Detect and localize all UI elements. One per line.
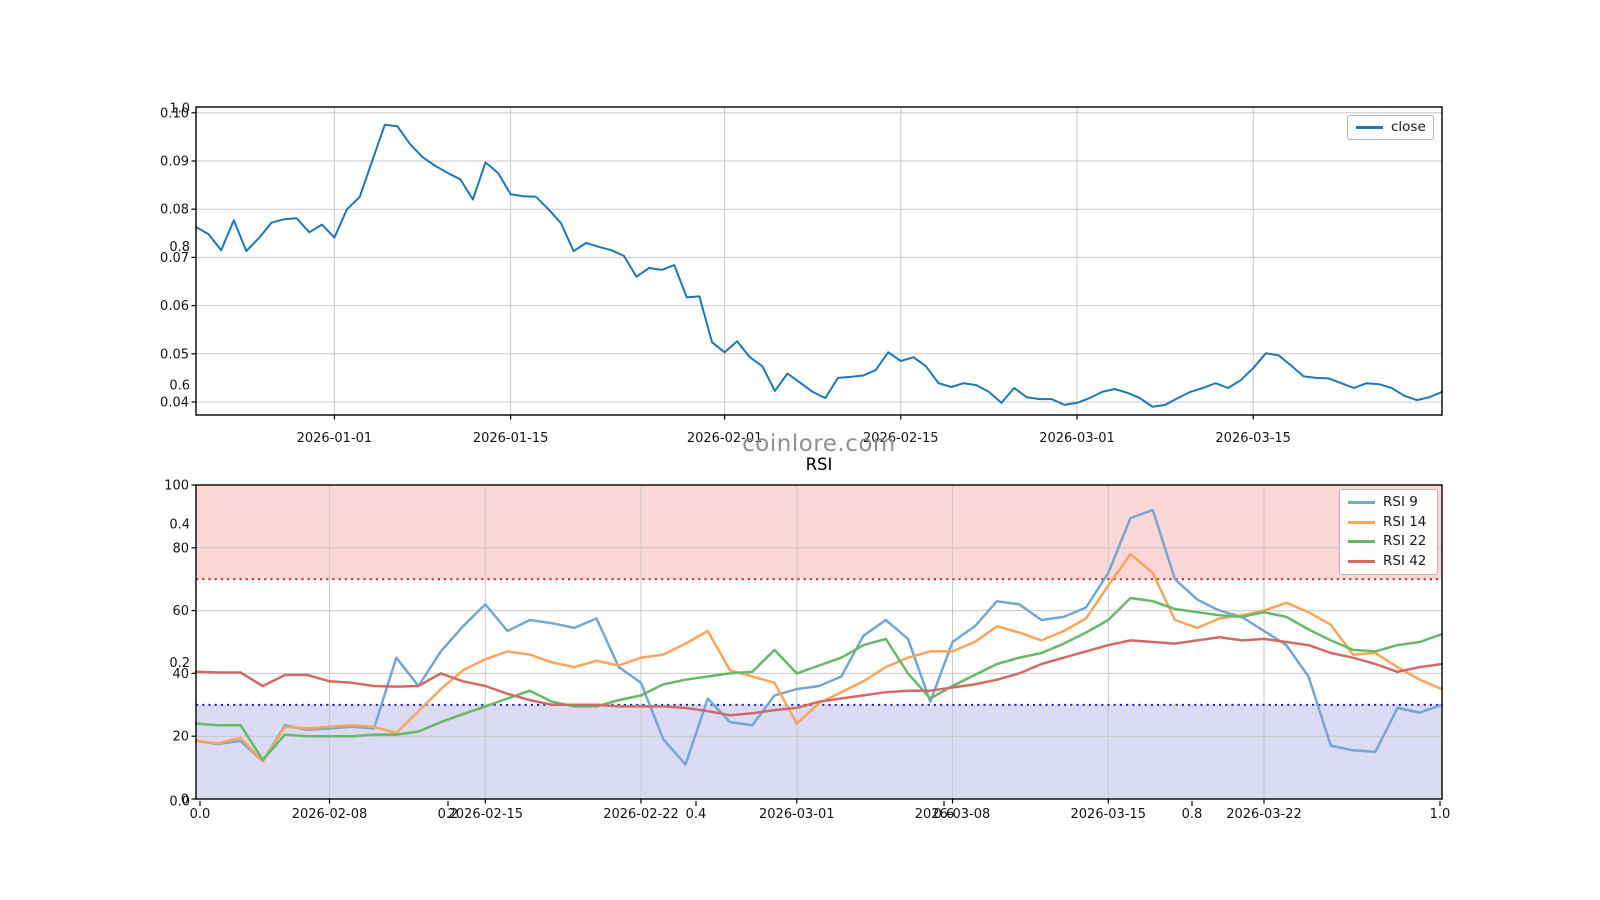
overlay-ytick-label: 0.4 [169, 517, 190, 532]
xtick-label: 2026-03-01 [759, 807, 835, 822]
watermark: coinlore.com [742, 431, 896, 457]
legend-entry-rsi-9: RSI 9 [1348, 493, 1429, 513]
overlay-ytick-label: 0.8 [169, 240, 190, 255]
xtick-label: 2026-03-15 [1071, 807, 1147, 822]
legend-label: close [1391, 118, 1426, 135]
xtick-label: 2026-03-01 [1039, 431, 1115, 446]
xtick-label: 2026-03-22 [1226, 807, 1302, 822]
axes-spines [195, 106, 1443, 416]
ytick-label: 0.05 [160, 347, 189, 362]
legend-label: RSI 42 [1383, 552, 1427, 569]
legend-entry-rsi-22: RSI 22 [1348, 532, 1429, 552]
xtick-label: 2026-02-15 [448, 807, 524, 822]
series-rsi-22 [194, 596, 1444, 762]
ytick-label: 100 [164, 479, 189, 494]
legend-line-swatch [1356, 126, 1383, 129]
price-chart-legend: close [1347, 115, 1434, 140]
ytick-label: 0.09 [160, 155, 189, 170]
series-rsi-42 [194, 636, 1444, 717]
xtick-label: 2026-03-15 [1215, 431, 1291, 446]
ytick-label: 0 [181, 793, 189, 808]
overlay-ytick-label: 0.6 [169, 379, 190, 394]
ytick-label: 0.06 [160, 299, 189, 314]
xtick-label: 2026-02-08 [292, 807, 368, 822]
legend-line-swatch [1348, 501, 1375, 505]
overlay-xtick-label: 0.8 [1182, 807, 1203, 822]
legend-label: RSI 14 [1383, 513, 1427, 530]
rsi-chart-title: RSI [805, 455, 833, 474]
overlay-xtick-label: 0.0 [190, 807, 211, 822]
overlay-xtick-label: 0.4 [686, 807, 707, 822]
xtick-label: 2026-01-01 [297, 431, 373, 446]
overlay-xtick-label: 0.6 [934, 807, 955, 822]
legend-entry-close: close [1356, 118, 1426, 136]
axes-spines [195, 484, 1443, 800]
rsi-chart-legend: RSI 9 RSI 14 RSI 22 RSI 42 [1339, 489, 1438, 575]
ytick-label: 0.07 [160, 251, 189, 266]
legend-label: RSI 22 [1383, 533, 1427, 549]
legend-line-swatch [1348, 520, 1375, 524]
ytick-label: 60 [172, 604, 189, 619]
series-rsi-9 [194, 508, 1444, 766]
ytick-label: 0.10 [160, 106, 189, 121]
legend-line-swatch [1348, 559, 1375, 563]
series-close [195, 123, 1443, 408]
ytick-label: 80 [172, 541, 189, 556]
xtick-label: 2026-01-15 [473, 431, 549, 446]
xtick-label: 2026-02-22 [603, 807, 679, 822]
legend-line-swatch [1348, 540, 1375, 544]
xtick-label: 2026-02-15 [863, 431, 939, 446]
xtick-label: 2026-02-01 [687, 431, 763, 446]
ytick-label: 0.04 [160, 396, 189, 411]
ytick-label: 40 [172, 667, 189, 682]
overlay-ytick-label: 1.0 [169, 102, 190, 117]
ytick-label: 20 [172, 730, 189, 745]
legend-entry-rsi-42: RSI 42 [1348, 552, 1429, 572]
overlay-ytick-label: 0.2 [169, 656, 190, 671]
oversold-zone [196, 704, 1442, 799]
overlay-xtick-label: 1.0 [1430, 807, 1451, 822]
legend-entry-rsi-14: RSI 14 [1348, 513, 1429, 533]
xtick-label: 2026-03-08 [915, 807, 991, 822]
overlay-ytick-label: 0.0 [169, 795, 190, 810]
overlay-xtick-label: 0.2 [438, 807, 459, 822]
overbought-zone [196, 485, 1442, 580]
legend-label: RSI 9 [1383, 494, 1418, 510]
ytick-label: 0.08 [160, 203, 189, 218]
